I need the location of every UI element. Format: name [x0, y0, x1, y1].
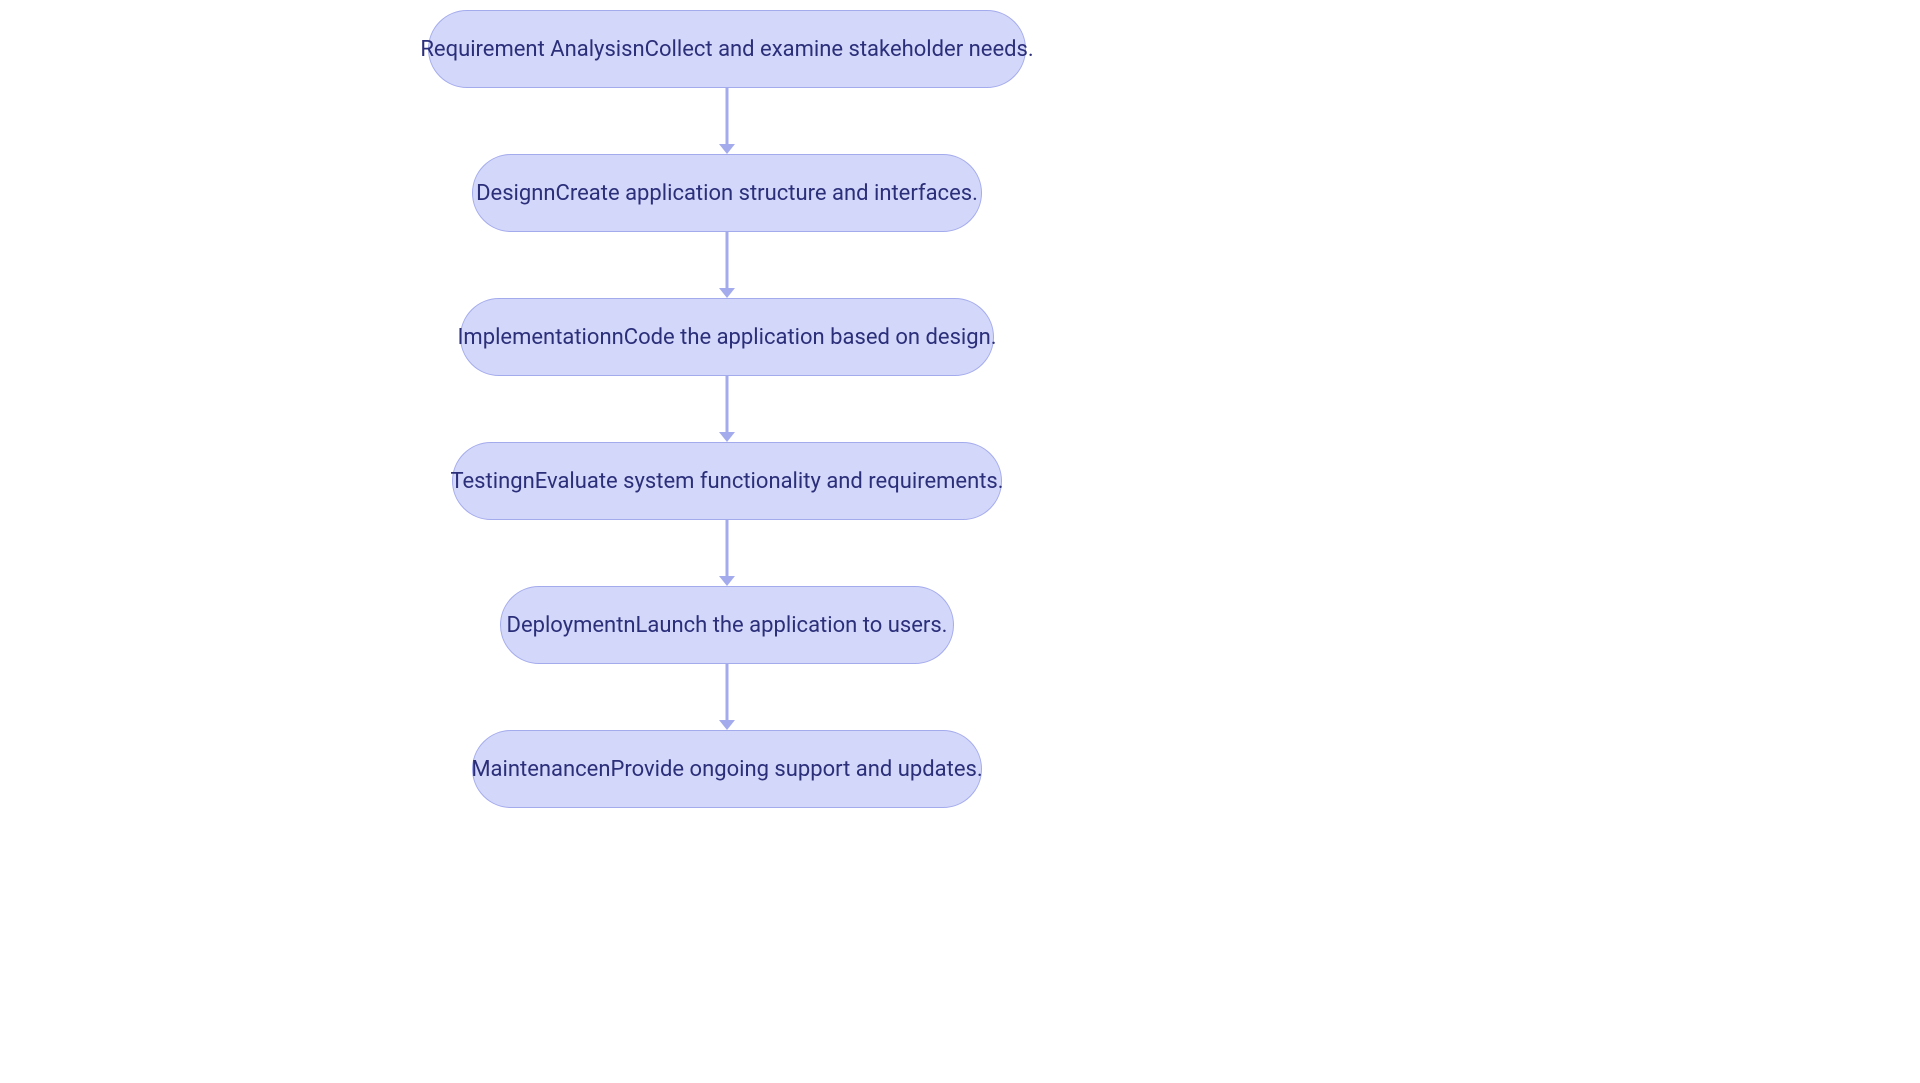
flowchart-arrow	[726, 664, 729, 720]
flowchart-canvas: Requirement AnalysisnCollect and examine…	[0, 0, 1920, 1083]
arrow-head-icon	[719, 576, 735, 586]
flowchart-arrow	[726, 232, 729, 288]
arrow-head-icon	[719, 288, 735, 298]
flowchart-node: ImplementationnCode the application base…	[460, 298, 994, 376]
arrow-head-icon	[719, 144, 735, 154]
flowchart-node: Requirement AnalysisnCollect and examine…	[428, 10, 1026, 88]
flowchart-node: DeploymentnLaunch the application to use…	[500, 586, 954, 664]
flowchart-node: TestingnEvaluate system functionality an…	[452, 442, 1002, 520]
arrow-head-icon	[719, 720, 735, 730]
flowchart-node: DesignnCreate application structure and …	[472, 154, 982, 232]
flowchart-node: MaintenancenProvide ongoing support and …	[472, 730, 982, 808]
flowchart-arrow	[726, 520, 729, 576]
flowchart-arrow	[726, 88, 729, 144]
arrow-head-icon	[719, 432, 735, 442]
flowchart-arrow	[726, 376, 729, 432]
